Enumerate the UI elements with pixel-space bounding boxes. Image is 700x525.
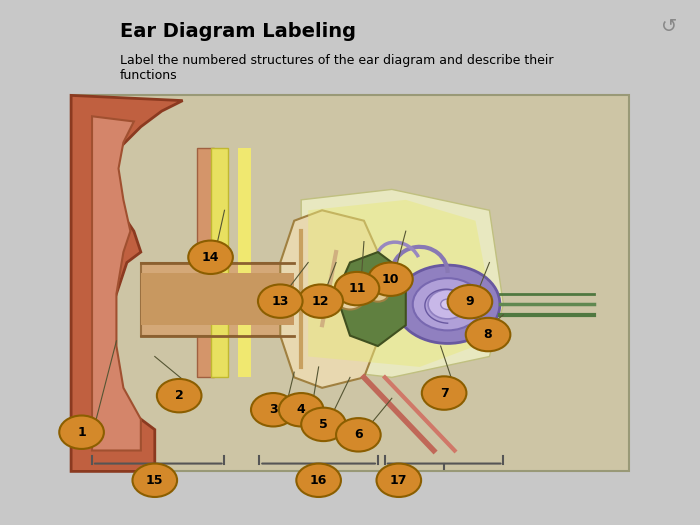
Circle shape <box>466 318 510 351</box>
Circle shape <box>395 265 500 343</box>
Text: 2: 2 <box>175 389 183 402</box>
Text: Ear Diagram Labeling: Ear Diagram Labeling <box>120 22 356 41</box>
Circle shape <box>251 393 295 426</box>
Text: 9: 9 <box>466 295 474 308</box>
Circle shape <box>279 393 323 426</box>
Circle shape <box>304 291 340 317</box>
Circle shape <box>296 464 341 497</box>
Circle shape <box>335 272 379 306</box>
Circle shape <box>60 415 104 449</box>
Circle shape <box>157 379 202 412</box>
Text: 5: 5 <box>319 418 328 431</box>
Polygon shape <box>71 96 183 471</box>
Circle shape <box>298 285 343 318</box>
Text: 1: 1 <box>77 426 86 439</box>
Polygon shape <box>280 211 378 388</box>
Text: 15: 15 <box>146 474 164 487</box>
Circle shape <box>413 278 482 330</box>
Text: ↺: ↺ <box>662 17 678 36</box>
Circle shape <box>428 290 467 319</box>
Polygon shape <box>92 116 141 450</box>
Circle shape <box>336 418 381 452</box>
Circle shape <box>368 262 413 296</box>
Bar <box>141 262 294 335</box>
Text: 3: 3 <box>269 403 278 416</box>
Text: 10: 10 <box>382 272 399 286</box>
Polygon shape <box>301 190 503 377</box>
Circle shape <box>258 285 302 318</box>
Text: 17: 17 <box>390 474 407 487</box>
Text: 7: 7 <box>440 386 449 400</box>
Text: Label the numbered structures of the ear diagram and describe their
functions: Label the numbered structures of the ear… <box>120 54 554 81</box>
Bar <box>211 148 228 377</box>
Text: 11: 11 <box>348 282 365 295</box>
Text: 14: 14 <box>202 251 219 264</box>
Text: 13: 13 <box>272 295 289 308</box>
Text: 16: 16 <box>310 474 328 487</box>
Bar <box>141 273 294 325</box>
Bar <box>239 148 251 377</box>
Circle shape <box>377 464 421 497</box>
Circle shape <box>368 286 388 302</box>
Circle shape <box>301 408 346 441</box>
Text: 8: 8 <box>484 328 492 341</box>
Polygon shape <box>308 200 489 367</box>
Circle shape <box>336 289 364 310</box>
Text: 4: 4 <box>297 403 306 416</box>
Polygon shape <box>336 252 406 346</box>
Text: 12: 12 <box>312 295 330 308</box>
Circle shape <box>132 464 177 497</box>
Circle shape <box>440 299 454 310</box>
Circle shape <box>447 285 492 318</box>
Bar <box>197 148 214 377</box>
Circle shape <box>422 376 466 410</box>
Circle shape <box>188 240 233 274</box>
Text: 6: 6 <box>354 428 363 442</box>
Bar <box>71 96 629 471</box>
